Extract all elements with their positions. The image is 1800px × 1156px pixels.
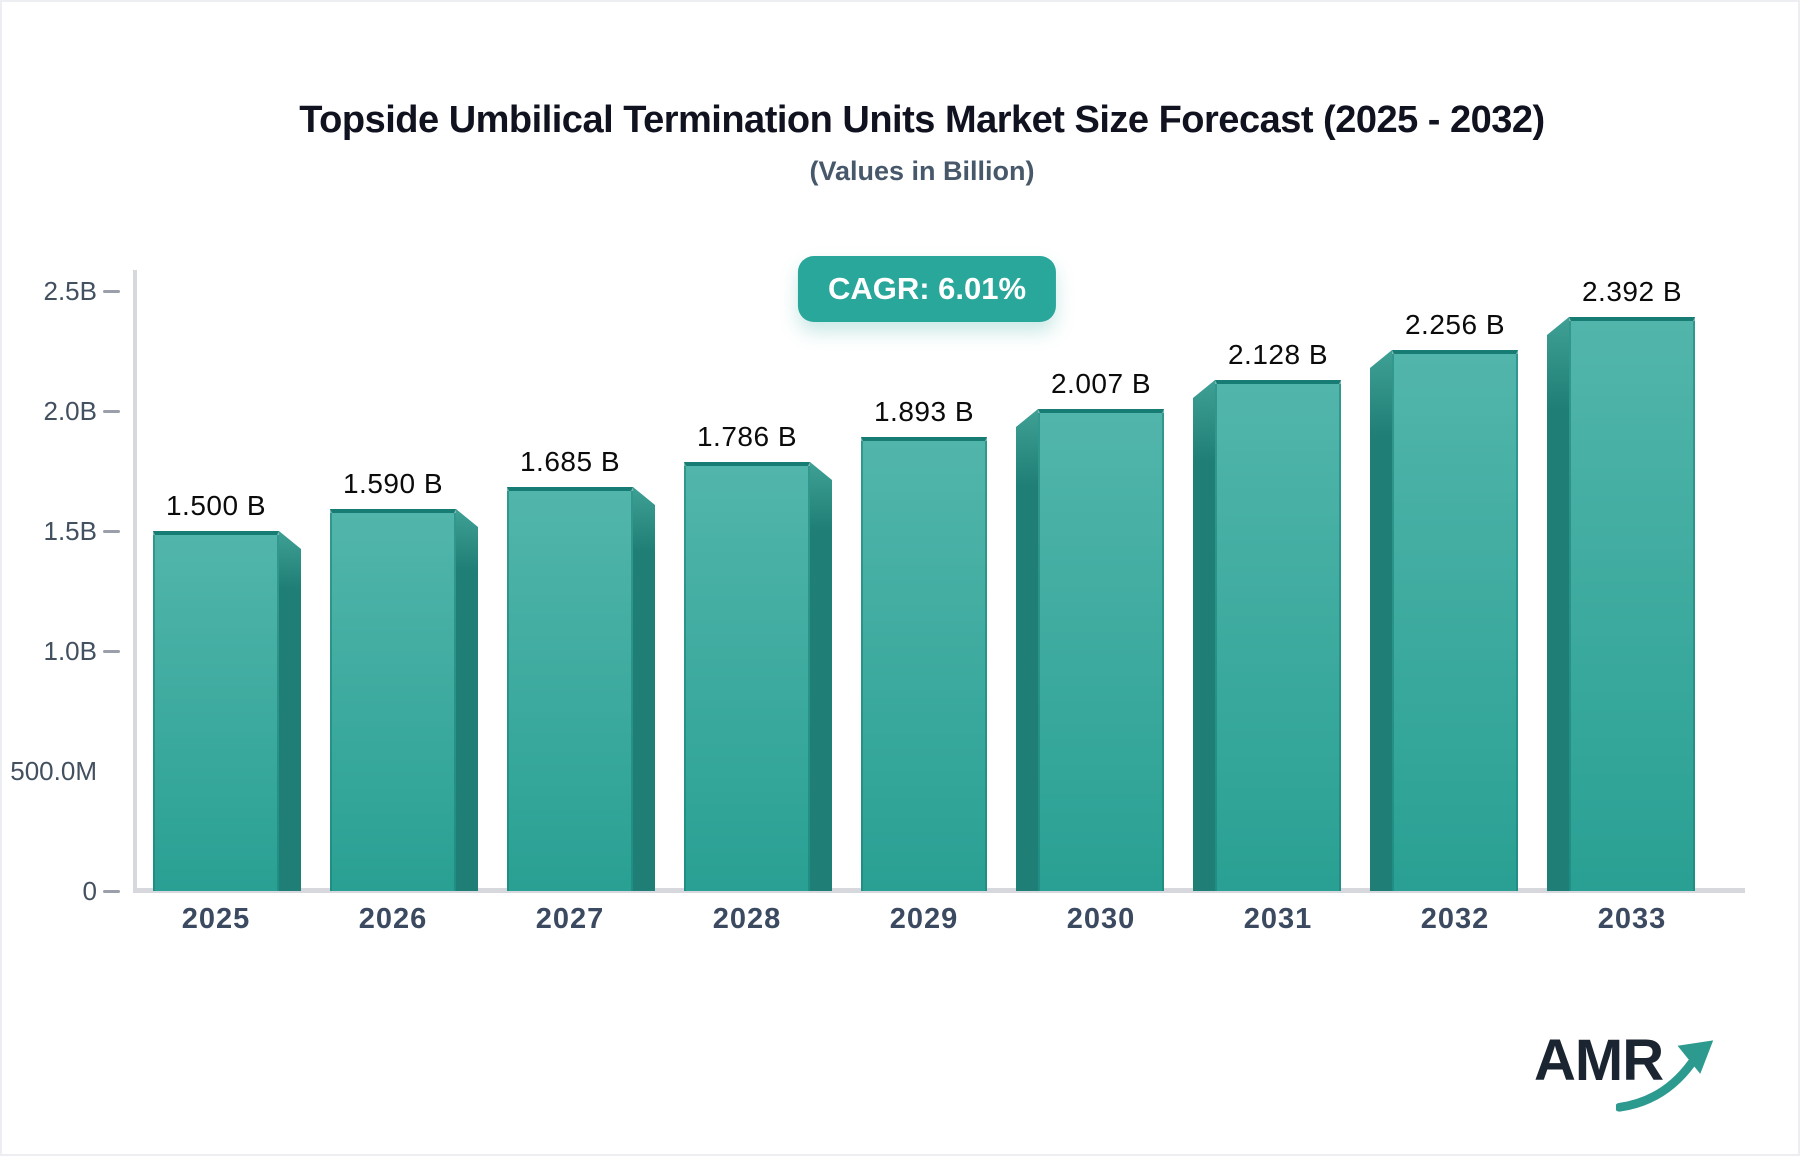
cagr-badge-label: CAGR: 6.01% (827, 271, 1027, 306)
x-axis-label: 2027 (535, 903, 605, 935)
bar-2028-side-face (810, 462, 832, 891)
bar-2032-side-face (1370, 350, 1392, 891)
bar-value-label: 1.500 B (165, 490, 267, 521)
bar-2027-side-face (633, 487, 655, 891)
bar-value-label: 2.007 B (1050, 368, 1152, 399)
y-axis-tick-label: 500.0M (10, 756, 97, 786)
x-axis-label: 2028 (712, 903, 782, 935)
bar-value-label: 1.590 B (342, 468, 444, 499)
bar-2033 (1569, 317, 1695, 891)
bar-2028 (684, 462, 810, 891)
y-axis-line (133, 270, 137, 893)
bar-2031 (1215, 380, 1341, 891)
amr-logo: AMR (1534, 1032, 1724, 1112)
bar-value-label: 1.893 B (873, 396, 975, 427)
x-axis-label: 2025 (181, 903, 251, 935)
y-axis-tick-label: 1.0B (43, 636, 98, 666)
chart-subtitle: (Values in Billion) (809, 156, 1035, 186)
bar-2033-side-face (1547, 317, 1569, 891)
y-axis-tick-mark (103, 890, 120, 893)
x-axis-label: 2026 (358, 903, 428, 935)
bar-2025 (153, 531, 279, 891)
bar-2031-side-face (1193, 380, 1215, 891)
x-axis-label: 2032 (1420, 903, 1490, 935)
bar-2030 (1038, 409, 1164, 891)
y-axis-tick-mark (103, 290, 120, 293)
bar-value-label: 1.786 B (696, 421, 798, 452)
bar-2032 (1392, 350, 1518, 891)
amr-logo-text: AMR (1534, 1028, 1664, 1093)
bar-2027 (507, 487, 633, 891)
y-axis-tick-label: 0 (82, 876, 97, 906)
bar-2026 (330, 509, 456, 891)
bar-value-label: 2.392 B (1581, 276, 1683, 307)
bar-2029 (861, 437, 987, 891)
y-axis-tick-label: 1.5B (43, 516, 98, 546)
growth-arrow-icon (1616, 1040, 1714, 1112)
x-axis-label: 2029 (889, 903, 959, 935)
y-axis-tick-label: 2.5B (43, 276, 98, 306)
y-axis-tick-mark (103, 530, 120, 533)
x-axis-label: 2031 (1243, 903, 1313, 935)
cagr-badge: CAGR: 6.01% (797, 256, 1057, 322)
bar-2025-side-face (279, 531, 301, 891)
y-axis-tick-mark (103, 650, 120, 653)
chart-header: Topside Umbilical Termination Units Mark… (2, 98, 1798, 187)
x-axis-label: 2030 (1066, 903, 1136, 935)
bar-2026-side-face (456, 509, 478, 891)
chart-title: Topside Umbilical Termination Units Mark… (299, 99, 1545, 141)
bar-value-label: 2.256 B (1404, 309, 1506, 340)
bar-value-label: 1.685 B (519, 446, 621, 477)
bar-value-label: 2.128 B (1227, 339, 1329, 370)
y-axis-tick-mark (103, 410, 120, 413)
x-axis-label: 2033 (1597, 903, 1667, 935)
y-axis-tick-label: 2.0B (43, 396, 98, 426)
bar-2030-side-face (1016, 409, 1038, 891)
